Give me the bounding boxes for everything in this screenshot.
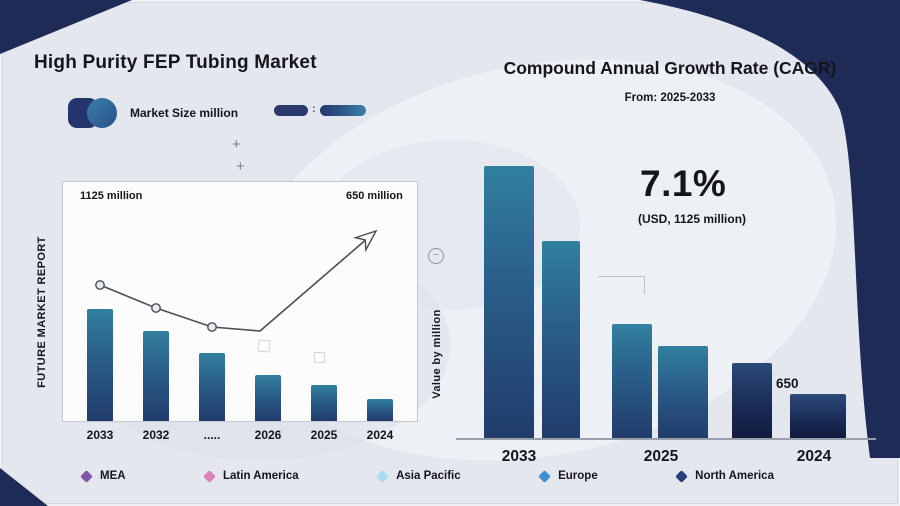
- legend-diamond-icon: [675, 469, 689, 483]
- legend-label: Latin America: [223, 470, 299, 482]
- market-bar-2032: [143, 331, 169, 421]
- left-bars: [62, 181, 418, 421]
- cagr-bar: [542, 241, 580, 438]
- left-chart-title: High Purity FEP Tubing Market: [34, 52, 317, 73]
- cagr-bar: [790, 394, 846, 438]
- market-bar-.....: [199, 353, 225, 421]
- legend-item-mea: MEA: [80, 469, 126, 483]
- x-axis-label: 2033: [86, 428, 114, 442]
- right-bars: 2033 2025 2024: [456, 150, 876, 465]
- trend-marker: [151, 303, 161, 313]
- value-label-2024: 650 million: [346, 190, 403, 202]
- plus-icon: +: [232, 136, 241, 153]
- legend-item-asia-pacific: Asia Pacific: [376, 469, 461, 483]
- legend-pill-gradient-icon: [320, 105, 366, 116]
- cagr-value: 7.1%: [640, 163, 727, 204]
- plus-icon: +: [236, 158, 245, 175]
- legend-diamond-icon: [376, 469, 389, 483]
- cagr-bar: [484, 166, 534, 438]
- step-line-decor: [598, 276, 645, 294]
- market-bar-2033: [87, 309, 113, 421]
- legend-pill-icon: [274, 105, 308, 116]
- cagr-period-subtitle: From: 2025-2033: [624, 92, 716, 104]
- right-chart-title: Compound Annual Growth Rate (CAGR): [503, 58, 837, 78]
- cagr-basis-note: (USD, 1125 million): [638, 212, 747, 226]
- cagr-year-label: 2025: [643, 448, 679, 465]
- legend-diamond-icon: [80, 469, 93, 483]
- x-axis-label: 2032: [142, 428, 170, 442]
- cagr-bar: [658, 346, 708, 438]
- legend-label: North America: [695, 470, 774, 482]
- square-decor-icon: [257, 339, 271, 353]
- minus-circle-icon: −: [428, 248, 444, 264]
- trend-line-svg: [95, 229, 378, 332]
- cagr-bar: [732, 363, 772, 438]
- legend-label: Europe: [558, 470, 598, 482]
- left-x-labels: 2033 2032..... 2026 2025 2024: [62, 428, 418, 442]
- cagr-year-label: 2033: [501, 448, 537, 465]
- region-legend: MEA Latin America Asia Pacific Europe North …: [80, 466, 774, 486]
- x-axis-label: 2025: [310, 428, 338, 442]
- market-size-legend-icon-circle: [87, 98, 117, 128]
- trend-line: [99, 230, 377, 332]
- x-axis-label: 2026: [254, 428, 282, 442]
- right-y-axis-label: Value by million: [431, 309, 443, 399]
- trend-marker: [207, 322, 217, 332]
- legend-item-north-america: North America: [675, 469, 774, 483]
- market-size-chart-card: [62, 181, 418, 422]
- market-bar-2026: [255, 375, 281, 421]
- cagr-bar: [612, 324, 652, 438]
- legend-label: MEA: [100, 470, 126, 482]
- cagr-year-label: 2024: [796, 448, 832, 465]
- x-axis-label: .....: [203, 428, 221, 442]
- left-y-axis-label: FUTURE MARKET REPORT: [36, 236, 48, 388]
- x-axis-label: 2024: [366, 428, 394, 442]
- square-decor-icon: [313, 351, 326, 364]
- market-bar-2024: [367, 399, 393, 421]
- market-size-legend-label: Market Size million: [130, 106, 239, 120]
- value-label-2033: 1125 million: [80, 190, 143, 202]
- legend-label: Asia Pacific: [396, 470, 461, 482]
- legend-item-europe: Europe: [538, 469, 598, 483]
- legend-pill-separator: :: [312, 103, 316, 115]
- legend-item-latin-america: Latin America: [203, 469, 299, 483]
- market-bar-2025: [311, 385, 337, 421]
- bar-value-label-650: 650: [776, 376, 799, 391]
- trend-arrowhead: [352, 229, 378, 253]
- legend-diamond-icon: [203, 469, 216, 483]
- trend-marker: [95, 280, 105, 290]
- legend-diamond-icon: [538, 469, 551, 483]
